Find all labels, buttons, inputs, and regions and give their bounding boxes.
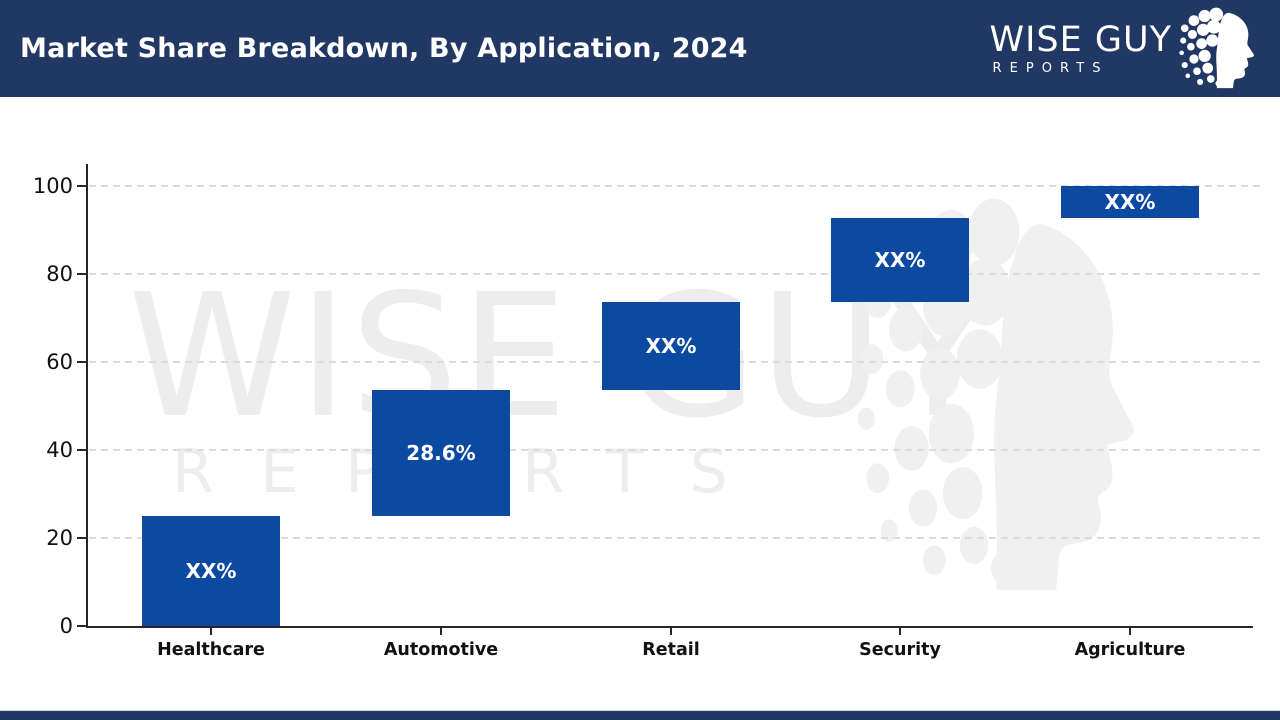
y-tick xyxy=(77,361,86,363)
bar: XX% xyxy=(1061,186,1199,219)
y-tick-label: 0 xyxy=(59,614,73,638)
logo-wordmark: WISE GUY REPORTS xyxy=(989,22,1172,76)
watermark-head-icon xyxy=(857,198,1134,591)
y-tick xyxy=(77,449,86,451)
gridline xyxy=(89,185,1262,187)
x-tick-label: Healthcare xyxy=(157,640,265,660)
y-tick xyxy=(77,273,86,275)
x-tick-label: Security xyxy=(859,640,941,660)
y-axis xyxy=(86,164,88,628)
logo-text-reports: REPORTS xyxy=(992,60,1109,76)
bar-value-label: 28.6% xyxy=(406,441,476,466)
bar: 28.6% xyxy=(372,390,510,516)
footer-bar xyxy=(0,710,1280,720)
gridline xyxy=(89,273,1262,275)
gridline xyxy=(89,537,1262,539)
y-tick-label: 80 xyxy=(46,262,73,286)
x-tick-label: Retail xyxy=(642,640,700,660)
x-tick xyxy=(1129,626,1131,635)
logo-head-icon xyxy=(1179,7,1254,88)
brand-logo: WISE GUY REPORTS xyxy=(989,6,1266,92)
bar-value-label: XX% xyxy=(645,334,697,359)
x-tick xyxy=(210,626,212,635)
gridline xyxy=(89,449,1262,451)
y-tick-label: 40 xyxy=(46,438,73,462)
page-title: Market Share Breakdown, By Application, … xyxy=(20,33,748,64)
bar-value-label: XX% xyxy=(1104,190,1156,215)
x-tick-label: Automotive xyxy=(383,640,499,660)
y-tick-label: 20 xyxy=(46,526,73,550)
x-axis xyxy=(86,626,1253,628)
x-tick xyxy=(670,626,672,635)
bar: XX% xyxy=(602,302,740,391)
bar-value-label: XX% xyxy=(874,248,926,273)
x-tick-label: Agriculture xyxy=(1074,640,1186,660)
x-tick xyxy=(440,626,442,635)
y-tick xyxy=(77,625,86,627)
y-tick-label: 60 xyxy=(46,350,73,374)
y-tick xyxy=(77,537,86,539)
bar-value-label: XX% xyxy=(185,559,237,583)
y-tick-label: 100 xyxy=(32,174,73,198)
header-bar: Market Share Breakdown, By Application, … xyxy=(0,0,1280,97)
logo-text-wiseguy: WISE GUY xyxy=(989,19,1172,60)
y-tick xyxy=(77,185,86,187)
bar: XX% xyxy=(142,516,280,626)
bar: XX% xyxy=(831,218,969,303)
x-tick xyxy=(899,626,901,635)
